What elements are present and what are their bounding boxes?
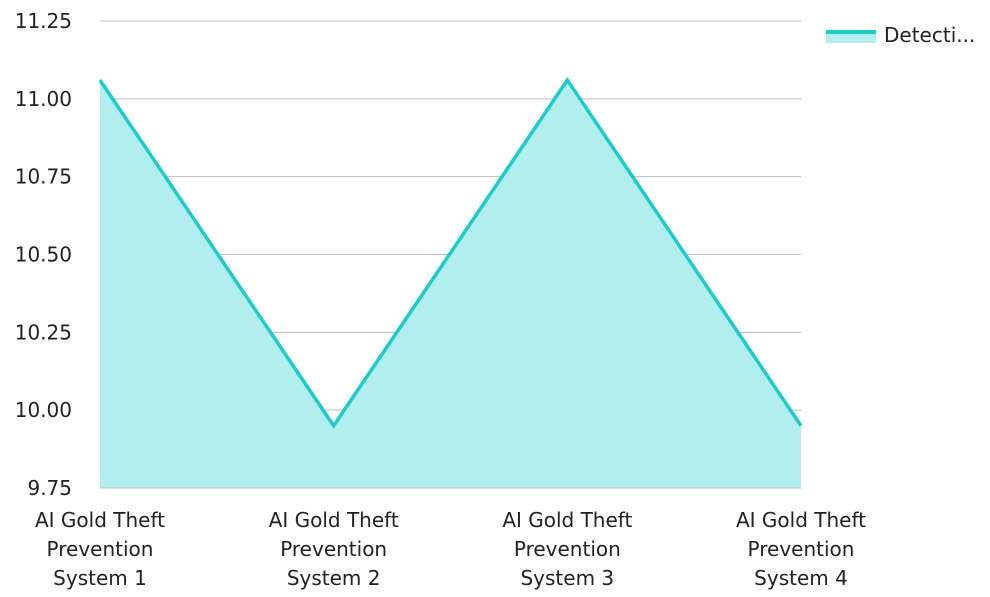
series-line-0 [98,77,803,429]
x-tick-label: AI Gold Theft Prevention System 4 [736,508,866,590]
x-tick-label: AI Gold Theft Prevention System 2 [269,508,399,590]
legend-label: Detecti... [884,23,976,47]
x-axis-labels: AI Gold Theft Prevention System 1 AI Gold T… [35,508,866,590]
y-tick-label: 10.25 [15,320,72,344]
x-tick-label: AI Gold Theft Prevention System 1 [35,508,165,590]
legend-swatch-line [826,30,876,34]
y-axis-labels: 11.25 11.00 10.75 10.50 10.25 10.00 9.75 [15,9,72,500]
y-tick-label: 11.25 [15,9,72,33]
series-area-0 [100,80,801,489]
y-tick-label: 11.00 [15,87,72,111]
y-tick-label: 9.75 [27,476,72,500]
x-tick-label: AI Gold Theft Prevention System 3 [502,508,632,590]
y-tick-label: 10.75 [15,165,72,189]
legend-swatch-fill [826,34,876,43]
y-tick-label: 10.50 [15,243,72,267]
legend: Detecti... [826,20,975,50]
y-tick-label: 10.00 [15,398,72,422]
legend-swatch [826,27,876,43]
